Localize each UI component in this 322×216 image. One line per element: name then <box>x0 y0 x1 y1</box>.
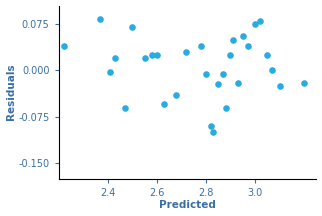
Point <box>302 81 307 84</box>
Point <box>235 81 241 84</box>
Point <box>230 38 235 41</box>
Point <box>257 19 262 23</box>
Point <box>174 94 179 97</box>
Point <box>122 106 128 109</box>
Point <box>216 82 221 86</box>
Point <box>245 44 250 48</box>
Point <box>223 106 228 109</box>
Y-axis label: Residuals: Residuals <box>5 64 15 120</box>
Point <box>142 56 147 60</box>
Point <box>130 25 135 29</box>
Point <box>162 103 167 106</box>
Point <box>154 53 159 57</box>
Point <box>184 50 189 54</box>
Point <box>98 17 103 21</box>
Point <box>265 53 270 57</box>
Point <box>277 84 282 88</box>
Point <box>270 69 275 72</box>
Point <box>198 44 204 48</box>
X-axis label: Predicted: Predicted <box>159 200 216 210</box>
Point <box>112 56 118 60</box>
Point <box>149 53 155 57</box>
Point <box>211 130 216 134</box>
Point <box>204 72 209 75</box>
Point <box>208 124 213 128</box>
Point <box>221 72 226 75</box>
Point <box>252 22 258 26</box>
Point <box>240 35 245 38</box>
Point <box>228 53 233 57</box>
Point <box>61 44 66 48</box>
Point <box>108 71 113 74</box>
